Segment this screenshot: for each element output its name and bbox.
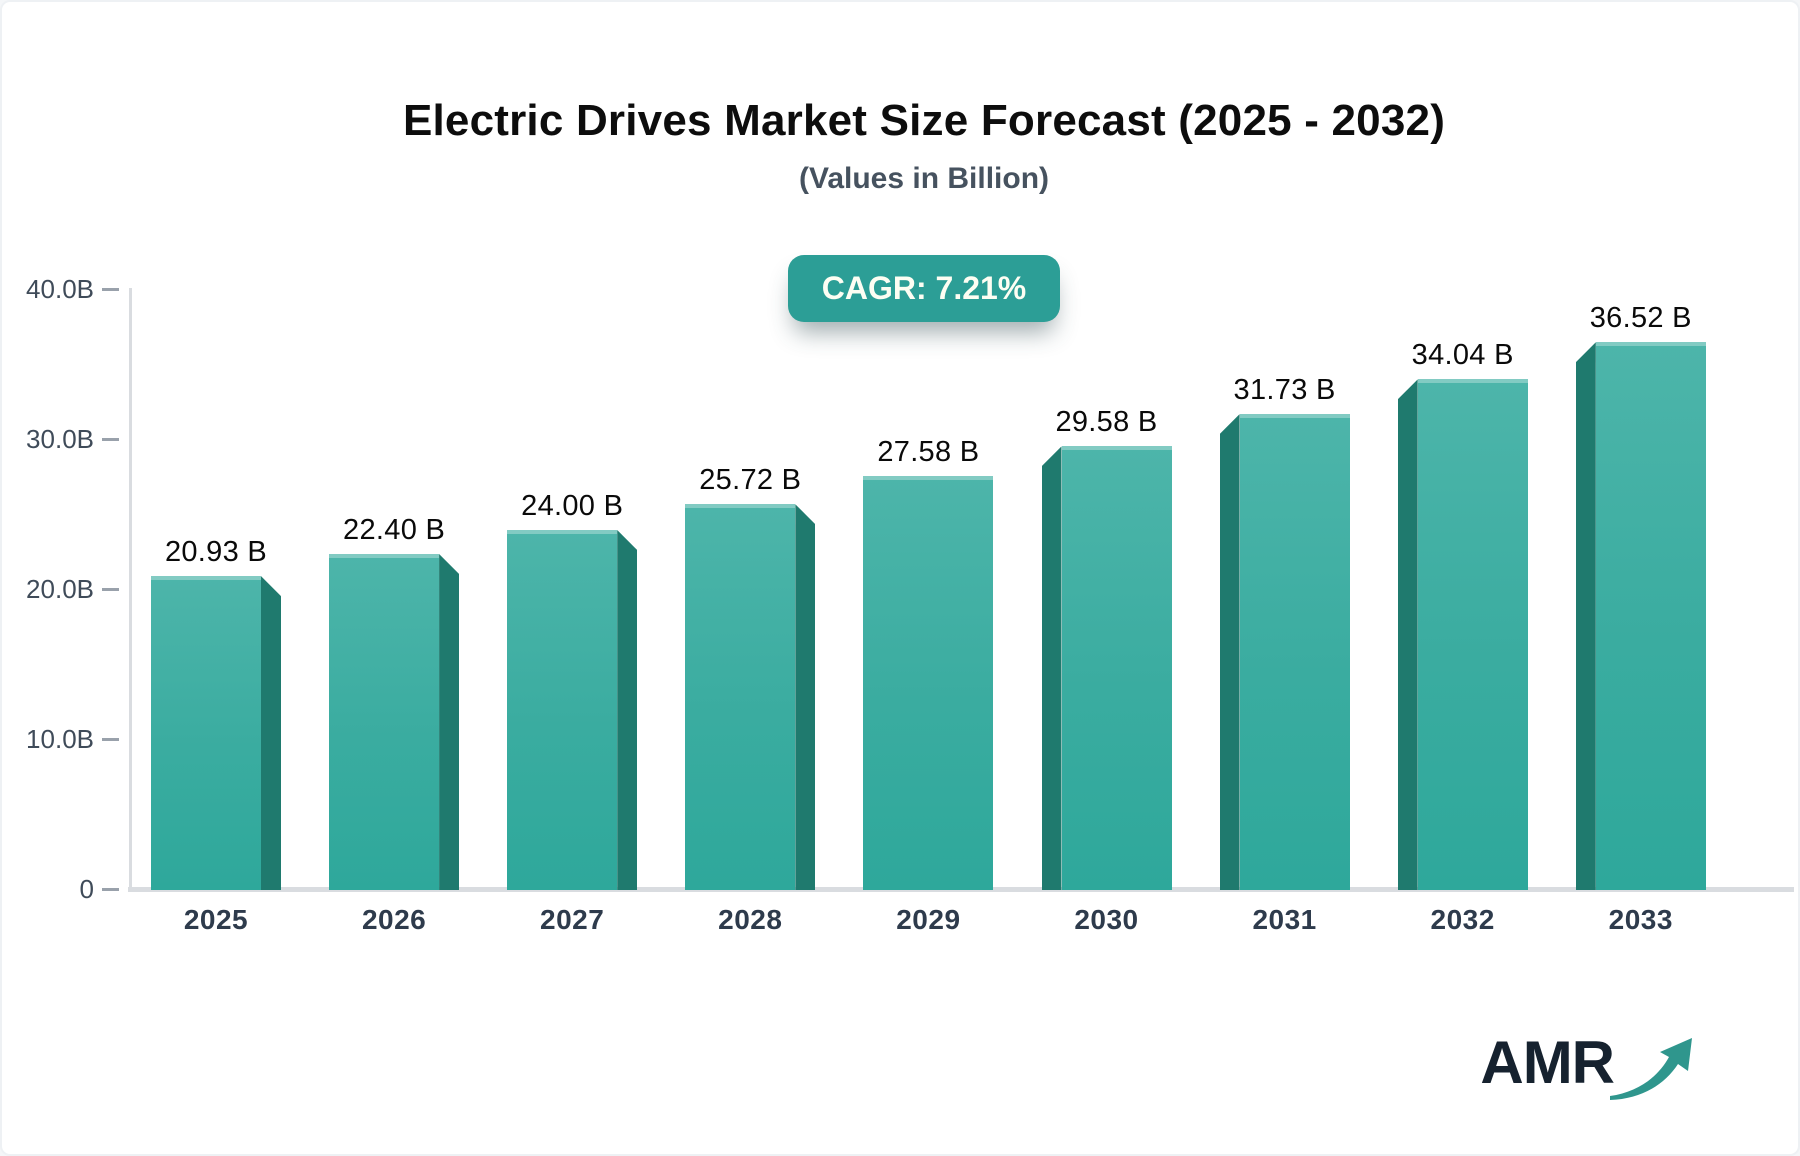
bar-value-label: 29.58 B bbox=[1055, 406, 1158, 439]
cagr-badge-row: CAGR: 7.21% bbox=[50, 255, 1798, 322]
y-tick-mark bbox=[102, 888, 119, 891]
bar-value-label: 27.58 B bbox=[877, 436, 980, 469]
y-tick-label: 0 bbox=[79, 874, 94, 904]
bar-value-label: 20.93 B bbox=[164, 536, 268, 569]
y-axis-line bbox=[129, 288, 132, 890]
y-tick-label: 30.0B bbox=[26, 424, 94, 454]
bar-face bbox=[685, 504, 796, 890]
bar-2025: 20.93 B bbox=[151, 2, 281, 890]
bar-side-face bbox=[1219, 414, 1240, 890]
bar-side-face bbox=[1041, 446, 1062, 890]
bar-side-face bbox=[261, 576, 281, 890]
x-tick-label-2032: 2032 bbox=[1430, 904, 1495, 935]
bar-2026: 22.40 B bbox=[329, 2, 460, 890]
bar-2030: 29.58 B bbox=[1041, 2, 1172, 890]
bar-side-face bbox=[1575, 342, 1596, 890]
bar-face bbox=[1061, 446, 1172, 890]
x-tick-label-2033: 2033 bbox=[1608, 904, 1673, 935]
bar-face bbox=[1595, 342, 1706, 890]
page-title: Electric Drives Market Size Forecast (20… bbox=[402, 96, 1446, 145]
brand-logo-text: AMR bbox=[1480, 1029, 1615, 1096]
bar-side-face bbox=[439, 554, 460, 890]
bar-side-face bbox=[617, 530, 638, 890]
y-tick-mark bbox=[102, 738, 119, 741]
bar-face bbox=[507, 530, 618, 890]
x-tick-label-2031: 2031 bbox=[1252, 904, 1317, 935]
bar-face bbox=[151, 576, 261, 890]
bar-side-face bbox=[795, 504, 816, 890]
y-tick-mark bbox=[102, 288, 119, 291]
bar-value-label: 34.04 B bbox=[1411, 339, 1514, 372]
y-tick-label: 20.0B bbox=[26, 574, 94, 604]
y-tick-label: 10.0B bbox=[26, 724, 94, 754]
bar-2027: 24.00 B bbox=[507, 2, 638, 890]
bar-side-face bbox=[1397, 379, 1418, 890]
y-tick-mark bbox=[102, 588, 119, 591]
bar-value-label: 25.72 B bbox=[699, 464, 802, 497]
bar-face bbox=[863, 476, 994, 890]
bar-2028: 25.72 B bbox=[685, 2, 816, 890]
x-tick-label-2025: 2025 bbox=[183, 904, 249, 935]
bar-value-label: 31.73 B bbox=[1233, 374, 1336, 407]
bar-value-label: 22.40 B bbox=[343, 514, 446, 546]
growth-arrow-icon bbox=[1610, 1038, 1692, 1100]
bar-face bbox=[1417, 379, 1528, 890]
cagr-badge: CAGR: 7.21% bbox=[787, 255, 1061, 322]
y-tick-mark bbox=[102, 438, 119, 441]
y-tick-label: 40.0B bbox=[26, 274, 94, 304]
x-tick-label-2029: 2029 bbox=[896, 904, 961, 935]
x-tick-label-2027: 2027 bbox=[540, 904, 605, 935]
page-subtitle: (Values in Billion) bbox=[798, 162, 1050, 195]
x-tick-label-2026: 2026 bbox=[361, 904, 427, 935]
bar-face bbox=[329, 554, 440, 890]
bar-2032: 34.04 B bbox=[1397, 2, 1528, 890]
bar-2033: 36.52 B bbox=[1575, 2, 1706, 890]
bar-2031: 31.73 B bbox=[1219, 2, 1350, 890]
x-tick-label-2030: 2030 bbox=[1074, 904, 1139, 935]
bar-face bbox=[1239, 414, 1350, 890]
x-tick-label-2028: 2028 bbox=[718, 904, 783, 935]
bar-value-label: 36.52 B bbox=[1589, 302, 1692, 335]
bar-value-label: 24.00 B bbox=[521, 490, 624, 522]
brand-logo: AMR bbox=[1480, 1030, 1700, 1104]
bar-2029: 27.58 B bbox=[863, 2, 994, 890]
